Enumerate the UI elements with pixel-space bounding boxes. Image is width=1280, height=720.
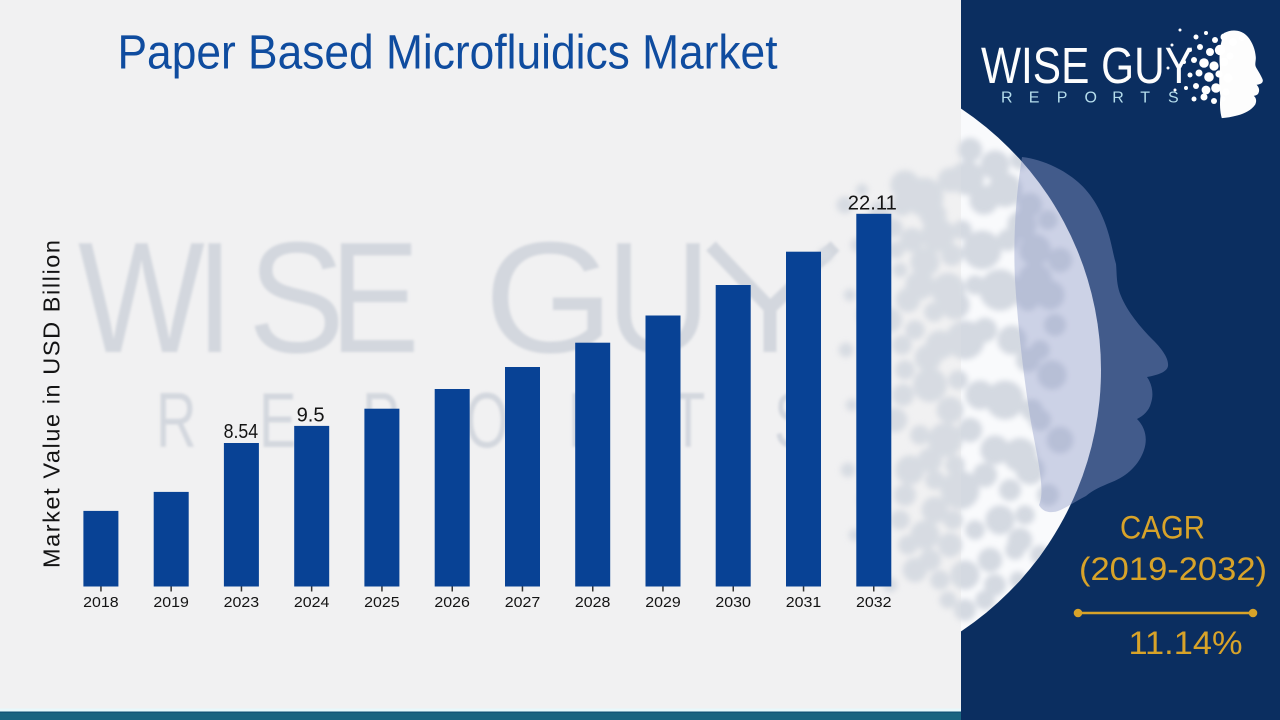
svg-text:I: I bbox=[196, 210, 233, 387]
svg-text:Market Value in USD Billion: Market Value in USD Billion bbox=[39, 240, 65, 568]
svg-text:2024: 2024 bbox=[294, 594, 330, 611]
svg-text:2026: 2026 bbox=[434, 594, 470, 611]
svg-text:R: R bbox=[156, 377, 197, 464]
svg-text:E: E bbox=[1029, 90, 1040, 107]
svg-text:W: W bbox=[78, 210, 205, 387]
svg-text:S: S bbox=[248, 210, 345, 386]
svg-text:2018: 2018 bbox=[83, 594, 119, 611]
svg-text:2023: 2023 bbox=[224, 594, 260, 611]
svg-text:2031: 2031 bbox=[786, 594, 822, 611]
svg-text:2032: 2032 bbox=[856, 594, 892, 611]
svg-text:R: R bbox=[1112, 90, 1124, 107]
svg-text:T: T bbox=[1140, 90, 1150, 107]
svg-text:9.5: 9.5 bbox=[297, 405, 325, 427]
svg-text:2025: 2025 bbox=[364, 594, 400, 611]
svg-text:R: R bbox=[1001, 90, 1013, 107]
svg-text:P: P bbox=[1057, 90, 1068, 107]
svg-text:8.54: 8.54 bbox=[224, 421, 259, 443]
svg-text:WISE GUY: WISE GUY bbox=[981, 37, 1193, 94]
svg-text:2030: 2030 bbox=[715, 594, 751, 611]
svg-text:2019: 2019 bbox=[153, 594, 189, 611]
svg-text:11.14%: 11.14% bbox=[1129, 625, 1243, 661]
svg-text:CAGR: CAGR bbox=[1120, 510, 1205, 546]
svg-text:E: E bbox=[259, 377, 296, 464]
svg-text:Paper Based Microfluidics Mark: Paper Based Microfluidics Market bbox=[118, 27, 778, 80]
svg-text:O: O bbox=[465, 377, 509, 464]
svg-text:E: E bbox=[330, 210, 420, 387]
svg-text:O: O bbox=[1085, 90, 1097, 107]
svg-text:2027: 2027 bbox=[505, 594, 541, 611]
svg-text:(2019-2032): (2019-2032) bbox=[1079, 551, 1267, 587]
svg-text:2029: 2029 bbox=[645, 594, 681, 611]
svg-text:S: S bbox=[1168, 90, 1179, 107]
svg-text:22.11: 22.11 bbox=[848, 193, 897, 215]
svg-text:2028: 2028 bbox=[575, 594, 611, 611]
